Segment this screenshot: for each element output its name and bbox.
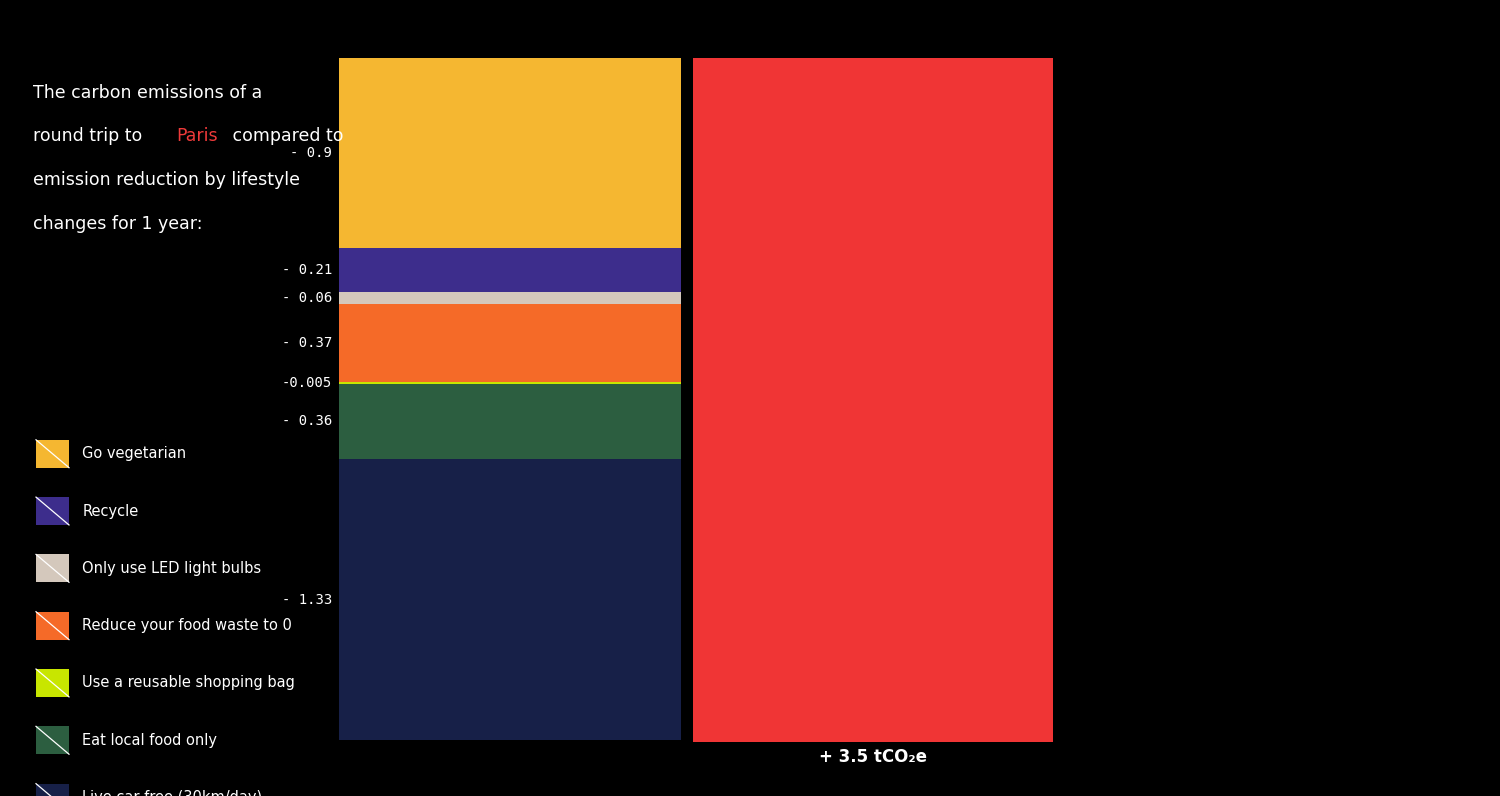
- Text: - 0.37: - 0.37: [282, 337, 332, 350]
- Bar: [339, 384, 681, 459]
- Bar: [693, 58, 1053, 796]
- Text: - 1.33: - 1.33: [282, 592, 332, 607]
- Text: Live car free (30km/day): Live car free (30km/day): [82, 790, 262, 796]
- Bar: [339, 248, 681, 292]
- Text: - 0.21: - 0.21: [282, 263, 332, 277]
- Text: emission reduction by lifestyle: emission reduction by lifestyle: [33, 171, 300, 189]
- Bar: [339, 459, 681, 739]
- Text: Recycle: Recycle: [82, 504, 138, 518]
- Text: Only use LED light bulbs: Only use LED light bulbs: [82, 561, 261, 576]
- Text: compared to: compared to: [226, 127, 344, 146]
- Bar: [339, 58, 681, 248]
- Text: Use a reusable shopping bag: Use a reusable shopping bag: [82, 676, 296, 690]
- Text: -0.005: -0.005: [282, 376, 332, 390]
- Bar: [339, 382, 681, 384]
- Text: The carbon emissions of a: The carbon emissions of a: [33, 84, 262, 102]
- Text: Paris: Paris: [176, 127, 217, 146]
- Text: Go vegetarian: Go vegetarian: [82, 447, 186, 461]
- Text: - 0.36: - 0.36: [282, 415, 332, 428]
- Text: + 3.5 tCO₂e: + 3.5 tCO₂e: [819, 748, 927, 766]
- Text: - 0.9: - 0.9: [290, 146, 332, 160]
- Text: Reduce your food waste to 0: Reduce your food waste to 0: [82, 618, 292, 633]
- Bar: [339, 292, 681, 304]
- Text: changes for 1 year:: changes for 1 year:: [33, 215, 203, 233]
- Bar: [339, 304, 681, 382]
- Text: Eat local food only: Eat local food only: [82, 733, 218, 747]
- Text: round trip to: round trip to: [33, 127, 147, 146]
- Text: - 0.06: - 0.06: [282, 291, 332, 305]
